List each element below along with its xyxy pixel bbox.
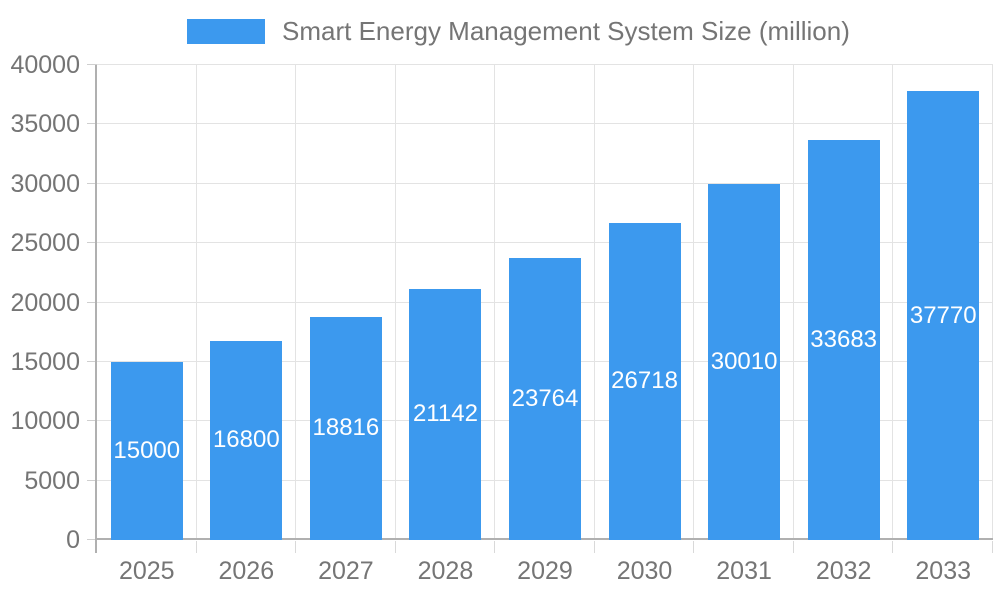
x-axis-tick-label: 2029 [517, 557, 573, 585]
y-axis-tick-label: 35000 [10, 110, 80, 139]
bar-2031[interactable]: 30010 [708, 183, 781, 540]
gridline-horizontal [97, 182, 993, 184]
gridline-vertical [793, 65, 794, 540]
x-axis-tick-label: 2033 [915, 557, 972, 585]
x-axis-tick-label: 2032 [815, 557, 872, 585]
chart-legend[interactable]: Smart Energy Management System Size (mil… [187, 16, 850, 47]
bar-2029[interactable]: 23764 [509, 257, 581, 540]
gridline-vertical [594, 65, 595, 540]
legend-swatch [187, 19, 265, 44]
bar-value-label: 16800 [212, 426, 280, 454]
x-axis-tick-label: 2026 [218, 557, 275, 585]
x-axis-tick-label: 2028 [417, 557, 474, 585]
x-axis-tick [494, 541, 495, 553]
x-axis-tick-label: 2025 [118, 557, 175, 585]
x-axis-tick [693, 541, 694, 553]
gridline-vertical [196, 65, 197, 540]
y-axis-tick [87, 479, 97, 481]
bar-2026[interactable]: 16800 [210, 340, 283, 540]
legend-label: Smart Energy Management System Size (mil… [282, 16, 850, 46]
y-axis-tick-label: 0 [66, 526, 80, 554]
gridline-horizontal [97, 242, 993, 244]
gridline-vertical [395, 65, 396, 540]
y-axis-tick-label: 30000 [10, 169, 80, 198]
bar-value-label: 33683 [810, 325, 878, 353]
y-axis-tick [87, 123, 97, 125]
bar-2027[interactable]: 18816 [309, 316, 382, 540]
gridline-horizontal [97, 123, 993, 125]
bar-value-label: 21142 [412, 400, 478, 428]
x-axis-tick [892, 541, 893, 553]
bar-value-label: 37770 [909, 301, 977, 329]
y-axis-tick [87, 539, 97, 540]
y-axis-tick-label: 5000 [24, 466, 80, 495]
bar-value-label: 23764 [511, 384, 579, 412]
gridline-horizontal [97, 64, 993, 65]
x-axis-tick-label: 2031 [716, 557, 772, 585]
x-axis-tick [793, 541, 794, 553]
bar-value-label: 15000 [113, 436, 181, 464]
x-axis-tick [992, 541, 993, 553]
bar-2025[interactable]: 15000 [110, 361, 183, 540]
bar-value-label: 26718 [611, 367, 678, 395]
x-axis-tick-label: 2027 [318, 557, 374, 585]
y-axis-tick [87, 420, 97, 422]
y-axis-line [95, 65, 97, 553]
y-axis-tick-label: 15000 [10, 347, 80, 376]
bar-value-label: 30010 [710, 347, 778, 375]
x-axis-tick [196, 541, 197, 553]
gridline-vertical [494, 65, 495, 540]
bar-2032[interactable]: 33683 [807, 140, 880, 540]
bar-2030[interactable]: 26718 [608, 222, 681, 540]
gridline-vertical [693, 65, 694, 540]
y-axis-tick [87, 360, 97, 362]
y-axis-tick [87, 301, 97, 303]
gridline-vertical [295, 65, 296, 540]
gridline-vertical [892, 65, 893, 540]
gridline-vertical [992, 65, 993, 540]
bar-value-label: 18816 [312, 414, 380, 442]
bar-2028[interactable]: 21142 [409, 288, 482, 540]
y-axis-tick-label: 40000 [10, 51, 80, 79]
y-axis-tick [87, 182, 97, 184]
x-axis-tick [395, 541, 396, 553]
y-axis-tick [87, 64, 97, 65]
bar-2033[interactable]: 37770 [907, 91, 980, 540]
y-axis-tick-label: 10000 [10, 407, 80, 436]
y-axis-tick-label: 25000 [10, 229, 80, 258]
x-axis-tick-label: 2030 [616, 557, 673, 585]
y-axis-tick-label: 20000 [10, 288, 80, 317]
y-axis-tick [87, 242, 97, 244]
x-axis-tick [295, 541, 296, 553]
x-axis-tick [594, 541, 595, 553]
